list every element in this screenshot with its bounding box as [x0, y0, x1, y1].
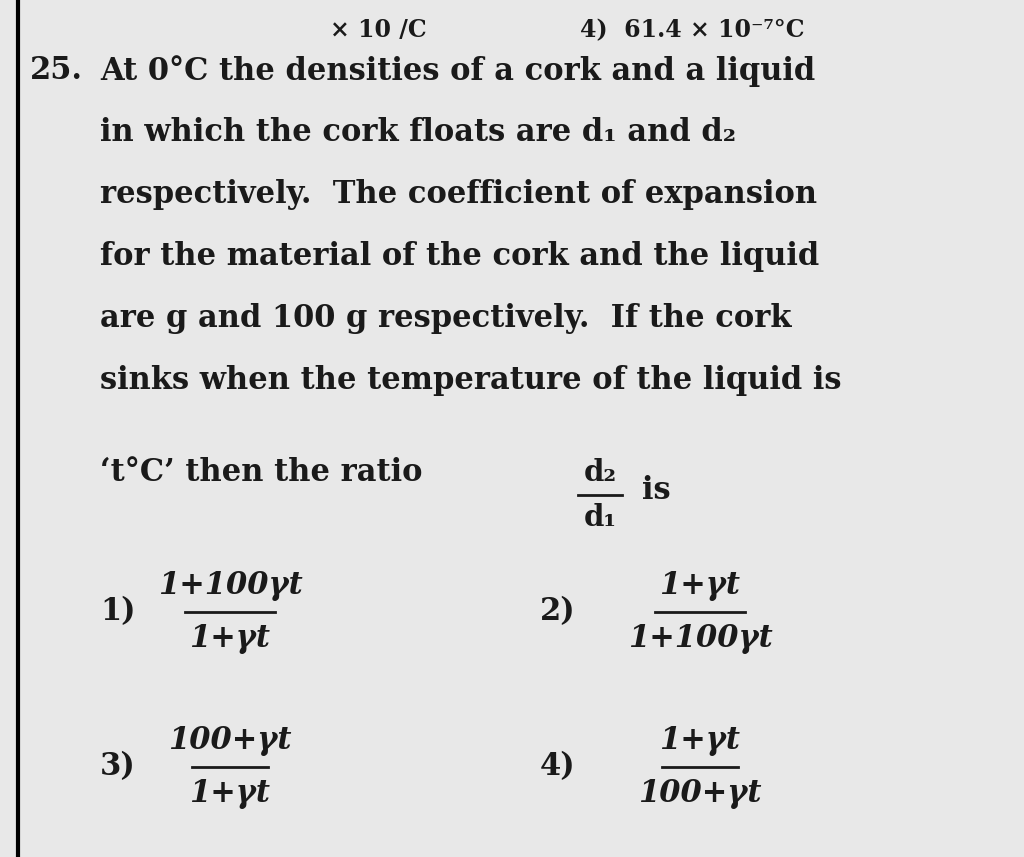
Text: sinks when the temperature of the liquid is: sinks when the temperature of the liquid… — [100, 365, 842, 396]
Text: 3): 3) — [100, 752, 136, 782]
Text: × 10 /C: × 10 /C — [330, 18, 427, 42]
Text: for the material of the cork and the liquid: for the material of the cork and the liq… — [100, 241, 819, 272]
Text: 1+γt: 1+γt — [189, 624, 270, 655]
Text: 100+γt: 100+γt — [638, 778, 762, 810]
Text: 1): 1) — [100, 596, 135, 627]
Text: 1+γt: 1+γt — [659, 570, 740, 601]
Text: 2): 2) — [540, 596, 575, 627]
Text: d₁: d₁ — [584, 503, 616, 532]
Text: ‘t°C’ then the ratio: ‘t°C’ then the ratio — [100, 457, 423, 488]
Text: 1+γt: 1+γt — [659, 724, 740, 756]
Text: are g and 100 g respectively.  If the cork: are g and 100 g respectively. If the cor… — [100, 303, 792, 334]
Text: respectively.  The coefficient of expansion: respectively. The coefficient of expansi… — [100, 179, 817, 210]
Text: 100+γt: 100+γt — [168, 724, 292, 756]
Text: in which the cork floats are d₁ and d₂: in which the cork floats are d₁ and d₂ — [100, 117, 736, 148]
Text: 4)  61.4 × 10⁻⁷°C: 4) 61.4 × 10⁻⁷°C — [580, 18, 805, 42]
Text: 1+100γt: 1+100γt — [628, 624, 772, 655]
Text: is: is — [642, 475, 671, 506]
Text: 1+γt: 1+γt — [189, 778, 270, 810]
Text: 4): 4) — [540, 752, 575, 782]
Text: 1+100γt: 1+100γt — [158, 570, 302, 601]
Text: d₂: d₂ — [584, 458, 616, 487]
Text: At 0°C the densities of a cork and a liquid: At 0°C the densities of a cork and a liq… — [100, 55, 815, 87]
Text: 25.: 25. — [30, 55, 83, 86]
